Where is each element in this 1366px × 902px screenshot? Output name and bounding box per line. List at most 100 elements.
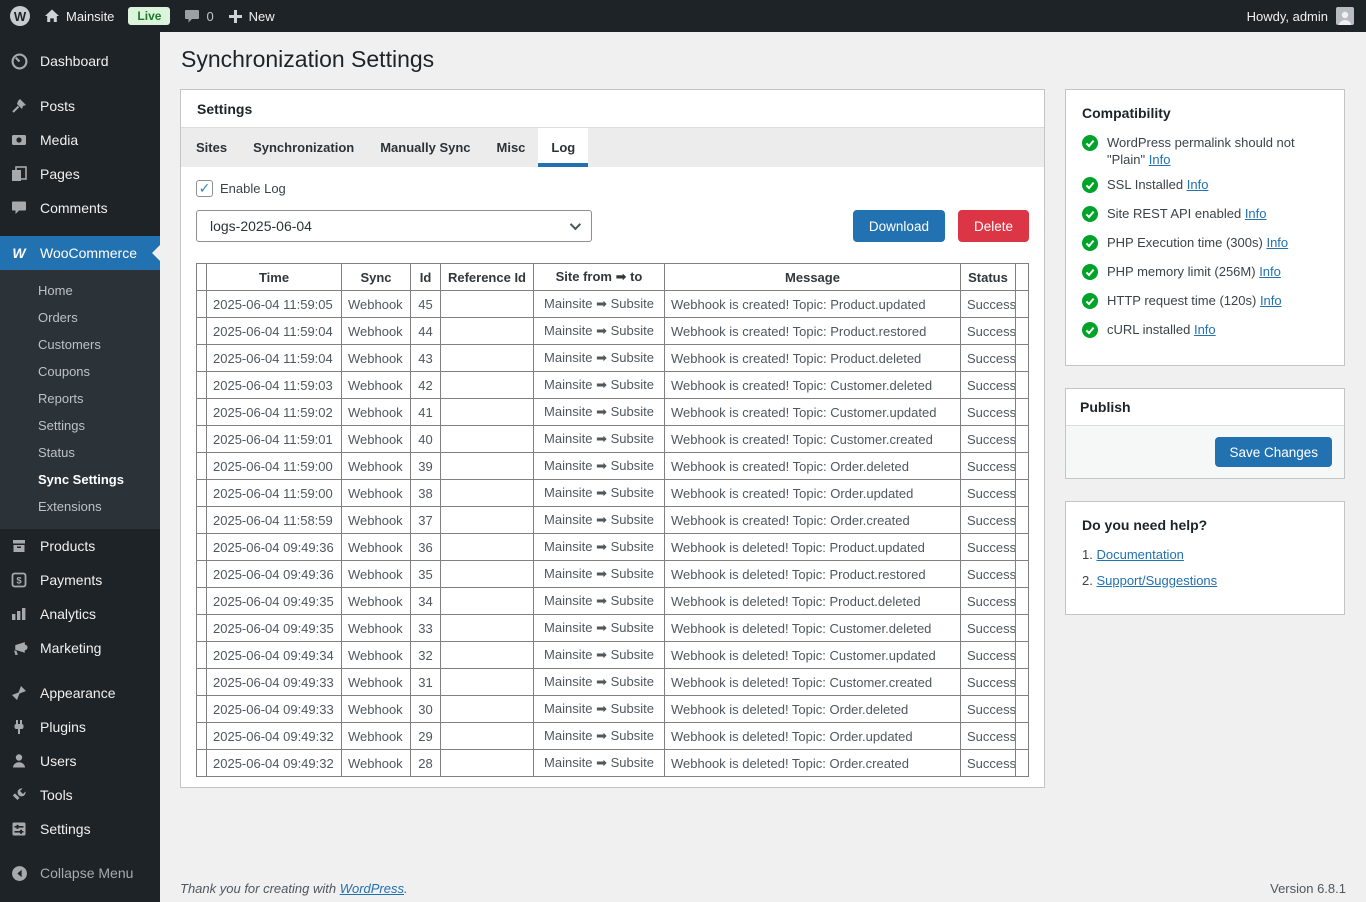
cell-sync: Webhook [341, 452, 411, 480]
info-link[interactable]: Info [1266, 235, 1289, 250]
cell-sync: Webhook [341, 371, 411, 399]
sidebar-item-comments[interactable]: Comments [0, 191, 160, 225]
cell-time: 2025-06-04 11:59:05 [206, 290, 342, 318]
version-text: Version 6.8.1 [1270, 881, 1346, 896]
howdy-text: Howdy, admin [1246, 8, 1328, 24]
sidebar-item-users[interactable]: Users [0, 744, 160, 778]
spacer-cell [196, 263, 207, 291]
download-button[interactable]: Download [852, 210, 945, 242]
cell-reference-id [440, 479, 534, 507]
table-row: 2025-06-04 09:49:32 Webhook 28 Mainsite … [196, 749, 1029, 777]
sidebar-subitem-home[interactable]: Home [38, 283, 73, 298]
comment-count: 0 [206, 8, 214, 24]
sidebar-subitem-customers[interactable]: Customers [38, 337, 101, 352]
delete-button[interactable]: Delete [957, 210, 1029, 242]
account-menu[interactable]: Howdy, admin [1247, 7, 1366, 25]
sidebar-subitem-coupons[interactable]: Coupons [38, 364, 91, 379]
pin-icon [8, 98, 30, 114]
save-changes-button[interactable]: Save Changes [1215, 437, 1332, 467]
spacer-cell [1015, 317, 1029, 345]
sidebar-item-pages[interactable]: Pages [0, 157, 160, 191]
cell-reference-id [440, 452, 534, 480]
sidebar-item-analytics[interactable]: Analytics [0, 597, 160, 631]
sidebar-subitem-orders[interactable]: Orders [38, 310, 78, 325]
enable-log-label: Enable Log [220, 181, 286, 196]
wordpress-link[interactable]: WordPress [339, 881, 404, 896]
sidebar-item-marketing[interactable]: Marketing [0, 631, 160, 665]
cell-id: 37 [410, 506, 441, 534]
cell-reference-id [440, 695, 534, 723]
info-link[interactable]: Info [1193, 322, 1216, 337]
info-link[interactable]: Info [1186, 177, 1209, 192]
sidebar-item-plugins[interactable]: Plugins [0, 710, 160, 744]
cell-time: 2025-06-04 09:49:36 [206, 533, 342, 561]
cell-site-from-to: Mainsite ➡ Subsite [533, 695, 665, 723]
table-header-row: Time Sync Id Reference Id Site from ➡ to… [196, 263, 1029, 291]
comments-shortcut[interactable]: 0 [184, 8, 214, 24]
cell-site-from-to: Mainsite ➡ Subsite [533, 479, 665, 507]
collapse-menu-button[interactable]: Collapse Menu [0, 856, 160, 890]
site-link[interactable]: Mainsite [44, 8, 114, 24]
sidebar-subitem-reports[interactable]: Reports [38, 391, 84, 406]
info-link[interactable]: Info [1244, 206, 1267, 221]
table-row: 2025-06-04 11:59:01 Webhook 40 Mainsite … [196, 425, 1029, 453]
sidebar-item-products[interactable]: Products [0, 529, 160, 563]
info-link[interactable]: Info [1259, 293, 1282, 308]
cell-sync: Webhook [341, 641, 411, 669]
cell-sync: Webhook [341, 560, 411, 588]
new-content-button[interactable]: New [228, 9, 275, 24]
compatibility-item: PHP Execution time (300s) Info [1082, 234, 1328, 255]
cell-message: Webhook is created! Topic: Customer.crea… [664, 425, 961, 453]
table-row: 2025-06-04 11:59:04 Webhook 43 Mainsite … [196, 344, 1029, 372]
info-link[interactable]: Info [1148, 152, 1171, 167]
cell-reference-id [440, 722, 534, 750]
tab-synchronization[interactable]: Synchronization [253, 140, 355, 155]
cell-status: Success [960, 479, 1016, 507]
spacer-cell [196, 641, 207, 669]
sidebar-item-settings[interactable]: Settings [0, 812, 160, 846]
help-link[interactable]: Support/Suggestions [1096, 573, 1218, 588]
spacer-cell [1015, 344, 1029, 372]
bar-chart-icon [8, 606, 30, 622]
sidebar-item-dashboard[interactable]: Dashboard [0, 44, 160, 78]
sidebar-subitem-status[interactable]: Status [38, 445, 75, 460]
wordpress-logo-icon[interactable]: W [10, 6, 30, 26]
sidebar-subitem-settings[interactable]: Settings [38, 418, 85, 433]
sidebar-item-media[interactable]: Media [0, 123, 160, 157]
cell-status: Success [960, 425, 1016, 453]
log-file-select[interactable]: logs-2025-06-04 [196, 210, 592, 242]
sidebar-item-appearance[interactable]: Appearance [0, 676, 160, 710]
sidebar-subitem-sync-settings[interactable]: Sync Settings [38, 472, 124, 487]
help-link[interactable]: Documentation [1096, 547, 1184, 562]
spacer-cell [196, 722, 207, 750]
cell-time: 2025-06-04 11:59:00 [206, 452, 342, 480]
spacer-cell [1015, 533, 1029, 561]
tab-manually-sync[interactable]: Manually Sync [380, 140, 471, 155]
admin-footer: Thank you for creating with WordPress. V… [180, 881, 1346, 896]
tab-sites[interactable]: Sites [196, 140, 228, 155]
settings-panel-title: Settings [197, 101, 253, 117]
sidebar-item-tools[interactable]: Tools [0, 778, 160, 812]
new-label: New [248, 8, 275, 24]
cell-id: 40 [410, 425, 441, 453]
wrench-icon [8, 787, 30, 803]
table-row: 2025-06-04 09:49:33 Webhook 31 Mainsite … [196, 668, 1029, 696]
tab-log[interactable]: Log [538, 128, 589, 167]
compatibility-check-text: HTTP request time (120s) [1107, 293, 1257, 308]
table-row: 2025-06-04 11:59:04 Webhook 44 Mainsite … [196, 317, 1029, 345]
sidebar-item-posts[interactable]: Posts [0, 89, 160, 123]
cell-message: Webhook is deleted! Topic: Product.delet… [664, 587, 961, 615]
admin-sidebar: Dashboard Posts Media Pages Comments W W… [0, 32, 160, 902]
sidebar-item-woocommerce[interactable]: W WooCommerce [0, 236, 160, 270]
tab-misc[interactable]: Misc [496, 140, 526, 155]
enable-log-checkbox[interactable] [196, 180, 213, 197]
sidebar-item-payments[interactable]: $ Payments [0, 563, 160, 597]
cell-reference-id [440, 749, 534, 777]
spacer-cell [196, 506, 207, 534]
cell-sync: Webhook [341, 506, 411, 534]
cell-sync: Webhook [341, 587, 411, 615]
cell-reference-id [440, 317, 534, 345]
info-link[interactable]: Info [1259, 264, 1281, 279]
chevron-down-icon [569, 218, 582, 231]
sidebar-subitem-extensions[interactable]: Extensions [38, 499, 102, 514]
